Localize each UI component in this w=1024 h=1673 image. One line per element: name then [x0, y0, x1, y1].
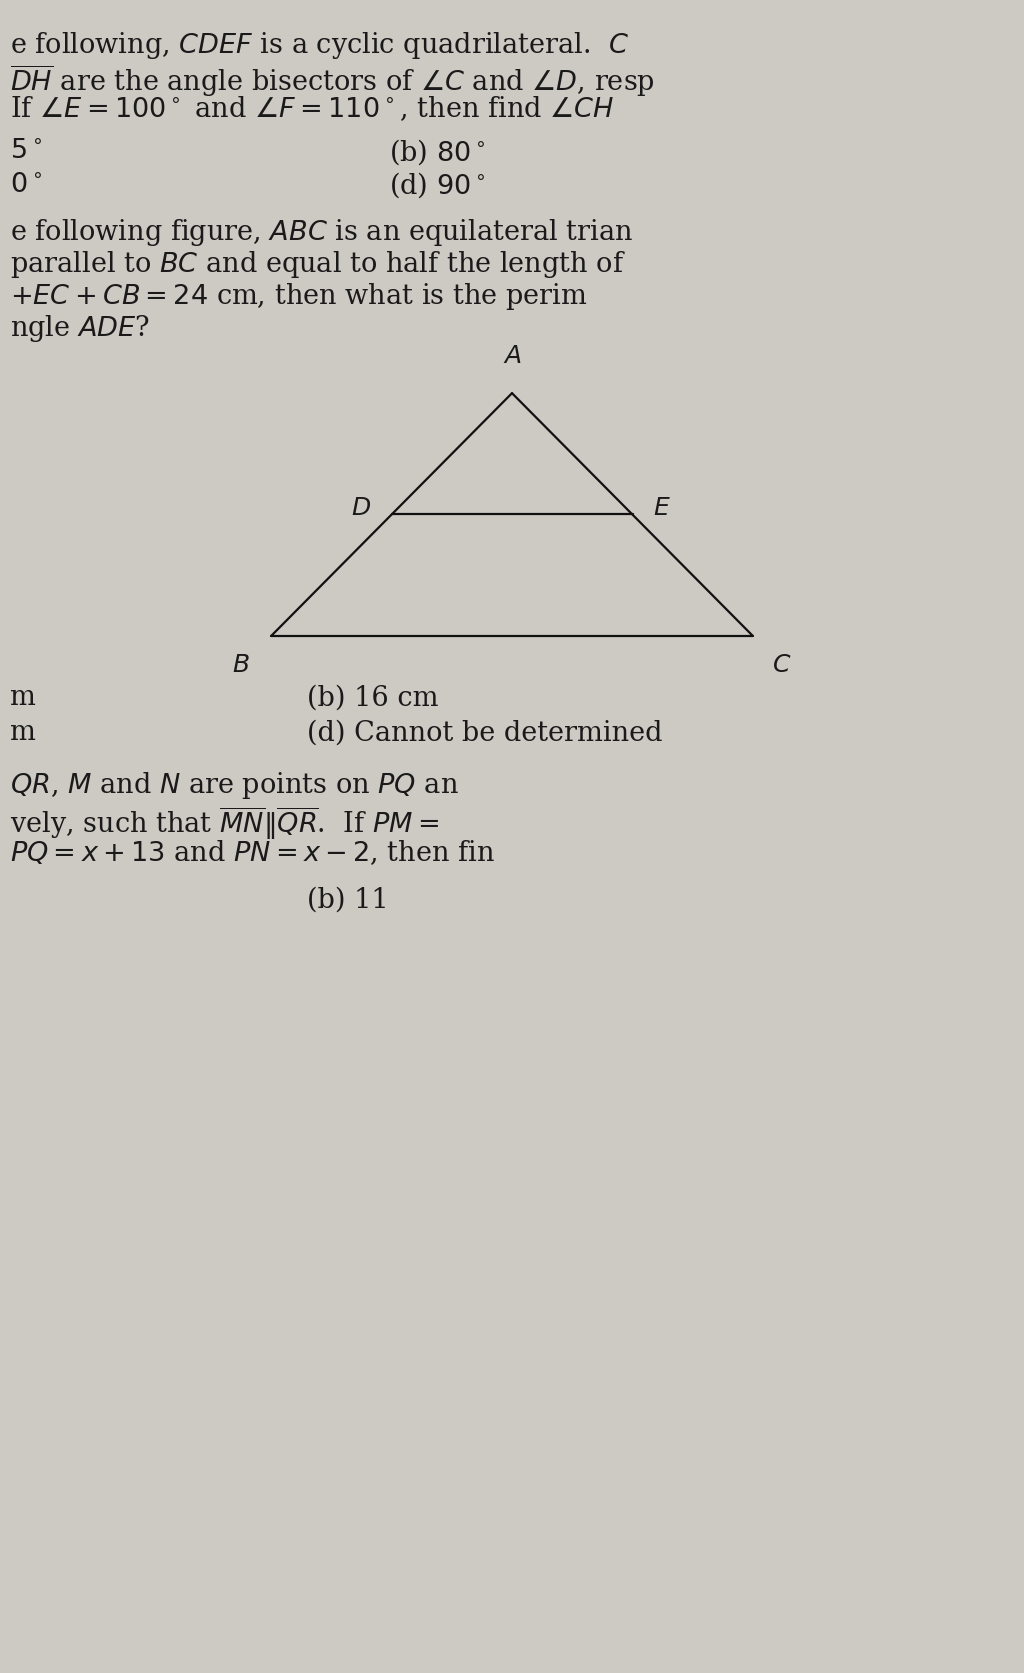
Text: (d) $90^\circ$: (d) $90^\circ$ [389, 171, 485, 201]
Text: (b) $80^\circ$: (b) $80^\circ$ [389, 137, 485, 167]
Text: ngle $ADE$?: ngle $ADE$? [10, 313, 151, 345]
Text: $+ EC + CB = 24$ cm, then what is the perim: $+ EC + CB = 24$ cm, then what is the pe… [10, 281, 588, 313]
Text: $\it{A}$: $\it{A}$ [503, 345, 521, 368]
Text: m: m [10, 719, 36, 746]
Text: e following, $CDEF$ is a cyclic quadrilateral.  $C$: e following, $CDEF$ is a cyclic quadrila… [10, 30, 630, 62]
Text: (b) 11: (b) 11 [307, 887, 389, 913]
Text: $\overline{DH}$ are the angle bisectors of $\angle C$ and $\angle D$, resp: $\overline{DH}$ are the angle bisectors … [10, 62, 655, 99]
Text: vely, such that $\overline{MN} \| \overline{QR}$.  If $PM =$: vely, such that $\overline{MN} \| \overl… [10, 805, 439, 843]
Text: $PQ = x + 13$ and $PN = x - 2$, then fin: $PQ = x + 13$ and $PN = x - 2$, then fin [10, 838, 496, 867]
Text: $\it{E}$: $\it{E}$ [652, 497, 671, 520]
Text: (d) Cannot be determined: (d) Cannot be determined [307, 719, 663, 746]
Text: (b) 16 cm: (b) 16 cm [307, 684, 438, 711]
Text: e following figure, $ABC$ is an equilateral trian: e following figure, $ABC$ is an equilate… [10, 217, 634, 249]
Text: $\it{D}$: $\it{D}$ [351, 497, 372, 520]
Text: $5^\circ$: $5^\circ$ [10, 137, 42, 164]
Text: If $\angle E = 100^\circ$ and $\angle F = 110^\circ$, then find $\angle CH$: If $\angle E = 100^\circ$ and $\angle F … [10, 94, 614, 122]
Text: $\it{B}$: $\it{B}$ [231, 654, 250, 678]
Text: $0^\circ$: $0^\circ$ [10, 171, 42, 197]
Text: m: m [10, 684, 36, 711]
Text: $QR$, $M$ and $N$ are points on $PQ$ an: $QR$, $M$ and $N$ are points on $PQ$ an [10, 770, 459, 801]
Text: $\it{C}$: $\it{C}$ [772, 654, 791, 678]
Text: parallel to $BC$ and equal to half the length of: parallel to $BC$ and equal to half the l… [10, 249, 626, 281]
